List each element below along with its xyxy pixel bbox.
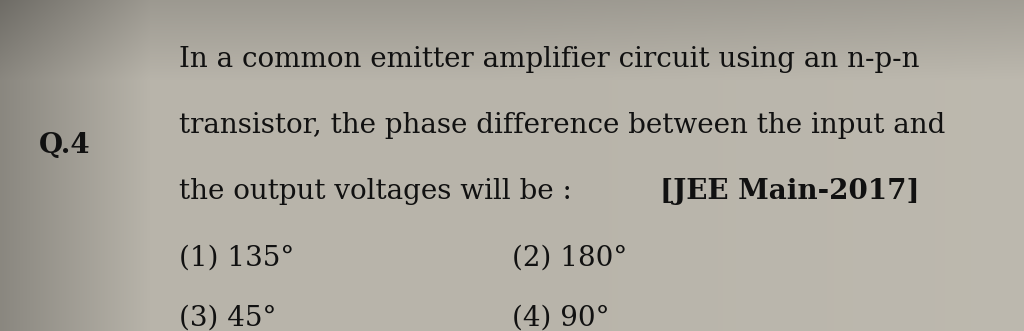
Text: (1) 135°: (1) 135°	[179, 245, 295, 272]
Text: Q.4: Q.4	[39, 132, 90, 159]
Text: (3) 45°: (3) 45°	[179, 304, 276, 331]
Text: [JEE Main-2017]: [JEE Main-2017]	[660, 178, 921, 206]
Text: the output voltages will be :: the output voltages will be :	[179, 178, 572, 206]
Text: transistor, the phase difference between the input and: transistor, the phase difference between…	[179, 112, 945, 139]
Text: (4) 90°: (4) 90°	[512, 304, 609, 331]
Text: In a common emitter amplifier circuit using an n-p-n: In a common emitter amplifier circuit us…	[179, 46, 920, 73]
Text: (2) 180°: (2) 180°	[512, 245, 628, 272]
